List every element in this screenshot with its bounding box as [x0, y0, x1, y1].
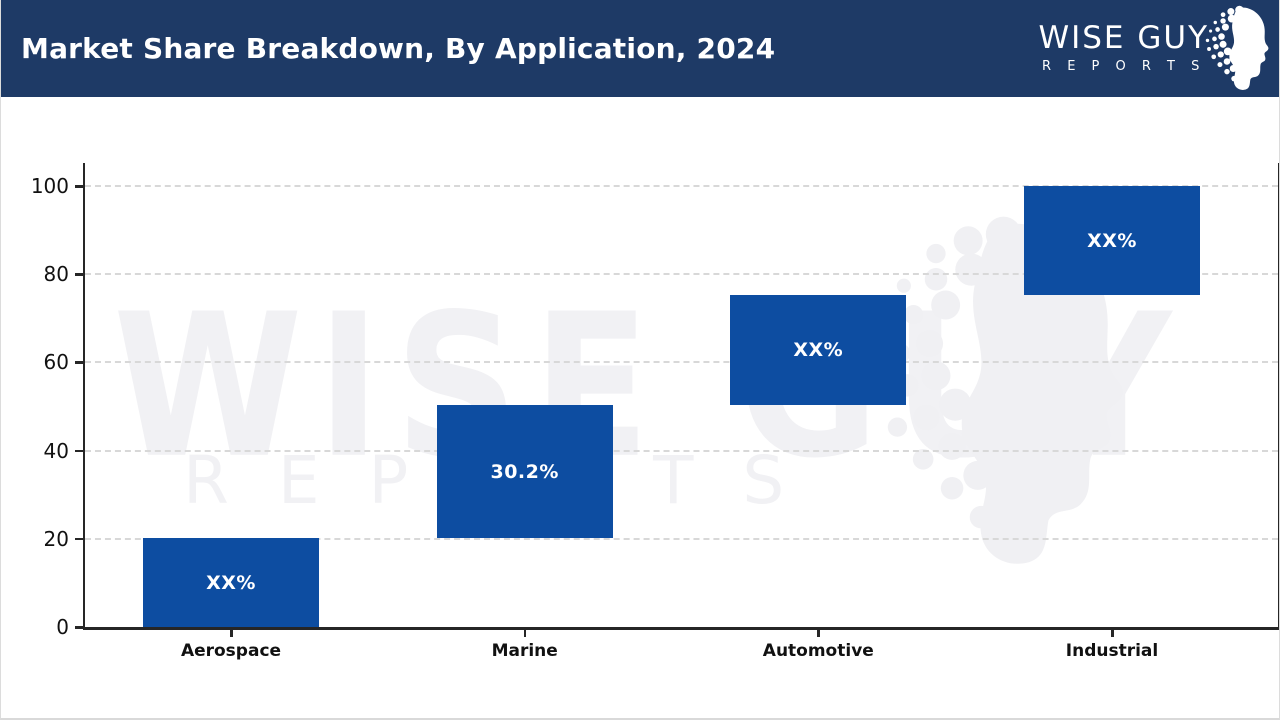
bar-marine: 30.2% — [436, 405, 613, 539]
y-tick-label: 100 — [30, 174, 69, 198]
right-axis-line — [1278, 163, 1279, 630]
logo-wordmark-sub: R E P O R T S — [1042, 59, 1206, 74]
gridline-40 — [85, 449, 1278, 452]
category-label-automotive: Automotive — [762, 641, 874, 661]
y-tick-mark — [75, 449, 83, 453]
chart-title: Market Share Breakdown, By Application, … — [21, 32, 776, 65]
gridline-20 — [85, 537, 1278, 540]
y-tick-mark — [75, 626, 83, 629]
x-tick-mark — [523, 629, 527, 637]
bar-value-label: 30.2% — [490, 460, 559, 483]
watermark-head-icon — [864, 216, 1123, 564]
y-tick-label: 40 — [43, 438, 69, 463]
y-tick-label: 60 — [43, 350, 69, 375]
y-tick-mark — [75, 185, 83, 188]
category-label-aerospace: Aerospace — [180, 641, 282, 661]
logo-head-icon — [1205, 5, 1269, 90]
y-tick-label: 80 — [43, 262, 69, 287]
x-tick-mark — [230, 629, 233, 637]
bar-industrial: XX% — [1024, 186, 1200, 296]
y-tick-mark — [75, 537, 83, 541]
x-axis-line — [82, 627, 1279, 630]
y-tick-label: 0 — [56, 615, 69, 639]
x-tick-mark — [817, 629, 820, 637]
logo-wordmark-main: WISE GUY — [1038, 20, 1209, 56]
y-tick-label: 20 — [43, 526, 69, 551]
y-tick-mark — [75, 273, 83, 276]
y-axis-line — [82, 163, 85, 630]
bar-value-label: XX% — [1087, 229, 1137, 252]
bar-automotive: XX% — [730, 295, 907, 406]
header: Market Share Breakdown, By Application, … — [1, 0, 1279, 97]
y-tick-mark — [75, 361, 83, 364]
category-label-industrial: Industrial — [1065, 641, 1159, 661]
bar-value-label: XX% — [206, 571, 256, 594]
bar-aerospace: XX% — [143, 538, 319, 627]
logo-wordmark: WISE GUY R E P O R T S — [1038, 20, 1209, 75]
bar-value-label: XX% — [793, 339, 844, 362]
gridline-60 — [85, 361, 1278, 364]
gridline-80 — [85, 273, 1278, 276]
gridline-100 — [85, 185, 1278, 187]
x-tick-mark — [1111, 629, 1114, 637]
wiseguy-logo: WISE GUY R E P O R T S — [1038, 5, 1273, 93]
category-label-marine: Marine — [491, 641, 558, 661]
